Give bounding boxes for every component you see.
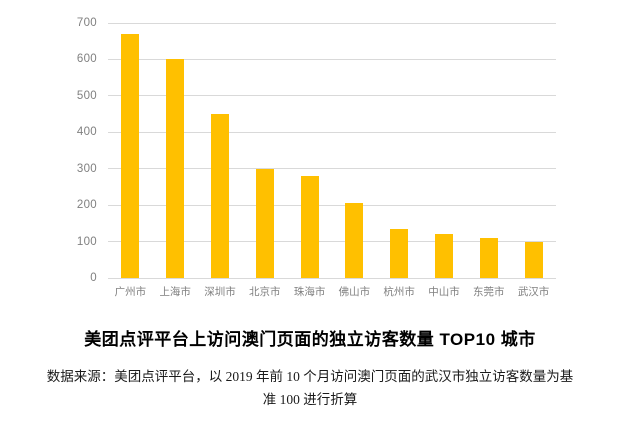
y-tick-label: 400 [76, 126, 97, 139]
y-tick-label: 600 [76, 53, 97, 66]
bar-slot [108, 23, 153, 278]
y-tick-label: 100 [76, 235, 97, 248]
bar-slot [198, 23, 243, 278]
gridline [108, 95, 556, 97]
chart-page: 0 100 200 300 400 500 600 700 广州市 上海市 深圳市 北京市 珠海市 佛山… [0, 17, 620, 443]
x-tick-label: 上海市 [159, 286, 191, 298]
bar-chart: 0 100 200 300 400 500 600 700 广州市 上海市 深圳市 北京市 珠海市 佛山… [0, 17, 620, 299]
bar-slot [422, 23, 467, 278]
x-tick-label: 杭州市 [383, 286, 415, 298]
chart-title: 美团点评平台上访问澳门页面的独立访客数量 TOP10 城市 [84, 330, 536, 349]
bar-东莞市 [479, 237, 498, 278]
x-tick-label: 武汉市 [517, 286, 550, 298]
bar-杭州市 [390, 228, 409, 278]
gridline [108, 22, 556, 24]
bar-武汉市 [524, 241, 543, 278]
x-tick-label: 深圳市 [204, 286, 236, 298]
source-note-line2: 准 100 进行折算 [262, 392, 358, 407]
y-tick-label: 500 [76, 89, 97, 102]
bar-slot [242, 23, 287, 278]
y-tick-label: 700 [76, 17, 97, 29]
gridline [108, 58, 556, 60]
bar-中山市 [434, 234, 453, 278]
y-tick-label: 300 [76, 162, 97, 175]
y-tick-label: 0 [90, 272, 97, 284]
bar-上海市 [166, 59, 185, 278]
bar-佛山市 [345, 203, 364, 278]
x-tick-label: 中山市 [428, 286, 460, 298]
x-tick-label: 佛山市 [338, 286, 371, 298]
bar-slot [153, 23, 198, 278]
gridlines [108, 22, 556, 279]
x-tick-label: 珠海市 [293, 286, 326, 298]
x-tick-label: 东莞市 [473, 286, 505, 298]
bar-珠海市 [300, 176, 319, 278]
bar-slot [287, 23, 332, 278]
x-tick-label: 北京市 [249, 286, 281, 298]
bar-深圳市 [210, 114, 229, 278]
gridline [108, 241, 556, 243]
gridline [108, 204, 556, 206]
source-note-line1: 数据来源：美团点评平台，以 2019 年前 10 个月访问澳门页面的武汉市独立访… [46, 369, 574, 384]
gridline [108, 277, 556, 279]
bar-slot [466, 23, 511, 278]
source-note: 数据来源：美团点评平台，以 2019 年前 10 个月访问澳门页面的武汉市独立访… [0, 365, 620, 411]
y-tick-label: 200 [76, 199, 97, 212]
bar-series [108, 23, 556, 278]
bar-广州市 [121, 33, 140, 278]
bar-slot [511, 23, 556, 278]
bar-slot [377, 23, 422, 278]
y-axis: 0 100 200 300 400 500 600 700 [0, 17, 108, 284]
gridline [108, 131, 556, 133]
x-axis: 广州市 上海市 深圳市 北京市 珠海市 佛山市 杭州市 中山市 东莞市 武汉市 [108, 284, 556, 299]
gridline [108, 168, 556, 170]
plot-area [108, 22, 556, 279]
bar-slot [332, 23, 377, 278]
bar-北京市 [255, 168, 274, 278]
x-tick-label: 广州市 [114, 286, 147, 298]
